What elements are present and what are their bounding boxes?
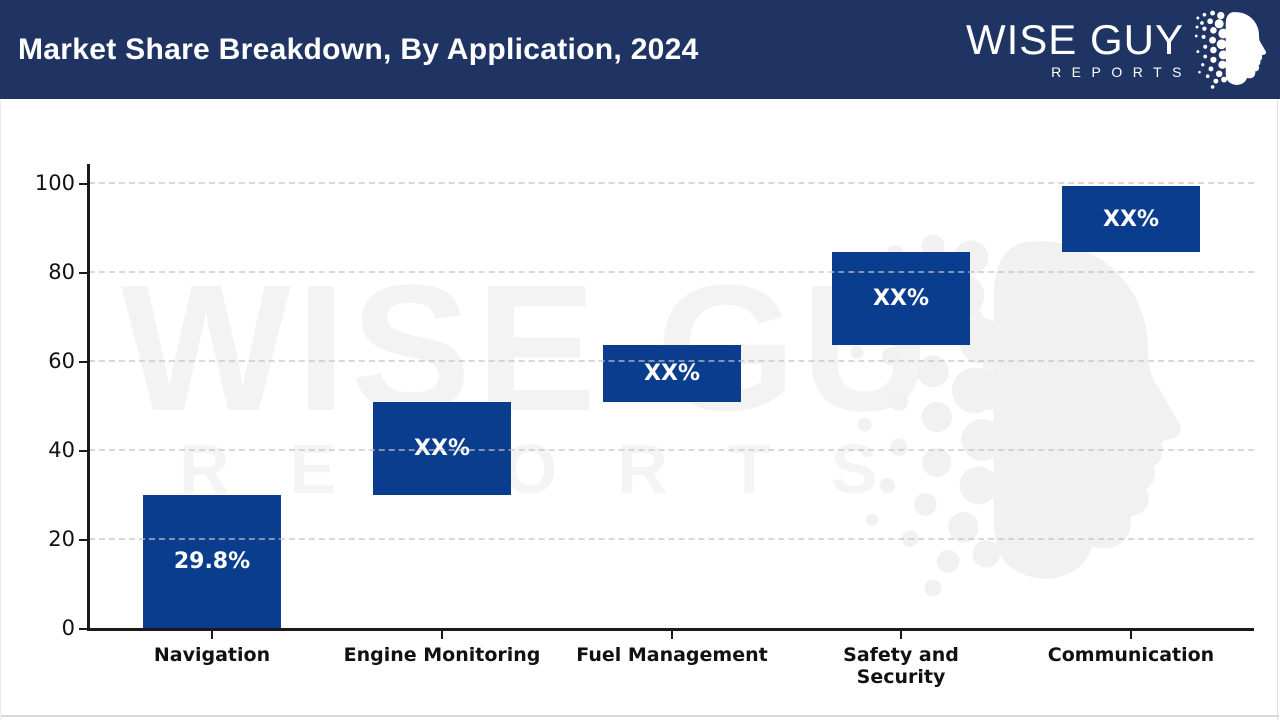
x-tick-label-engine-monitoring: Engine Monitoring [343,644,541,666]
bar-fuel-management: XX% [603,345,741,403]
x-tick-label-safety-and-security: Safety and Security [843,644,959,688]
brand-logo: WISE GUY REPORTS [966,7,1270,93]
y-tick-80 [79,272,87,275]
logo-subtitle: REPORTS [1051,64,1192,80]
bar-value-label: XX% [414,436,470,462]
x-tick-engine-monitoring [441,631,443,639]
header: Market Share Breakdown, By Application, … [0,0,1280,99]
x-tick-safety-and-security [900,631,902,639]
y-tick-0 [79,628,87,630]
gridline-20 [89,538,1254,541]
bar-value-label: XX% [1103,206,1159,232]
brand-logo-text: WISE GUY REPORTS [965,16,1184,81]
y-tick-label-0: 0 [61,616,75,640]
y-tick-label-40: 40 [48,438,75,463]
y-tick-100 [79,183,87,186]
y-tick-40 [79,450,87,453]
x-tick-fuel-management [671,631,673,639]
gridline-60 [89,360,1254,363]
bar-value-label: 29.8% [173,549,251,575]
x-tick-label-fuel-management: Fuel Management [576,644,768,666]
bar-safety-and-security: XX% [832,251,970,346]
y-tick-label-60: 60 [48,349,75,374]
bar-engine-monitoring: XX% [373,402,511,496]
bottom-divider [1,715,1279,717]
bar-communication: XX% [1062,186,1200,252]
bar-navigation: 29.8% [143,495,281,628]
y-tick-60 [79,361,87,364]
bar-value-label: XX% [873,285,929,311]
gridline-80 [89,271,1254,274]
y-tick-label-20: 20 [48,527,75,552]
logo-wordmark: WISE GUY [965,16,1184,63]
y-tick-20 [79,539,87,542]
x-tick-label-navigation: Navigation [153,644,271,666]
gridline-40 [89,449,1254,452]
y-tick-label-100: 100 [34,171,75,196]
x-tick-navigation [211,631,213,639]
logo-face-icon [1188,7,1270,93]
x-axis-line [87,628,1254,631]
chart-card: WISE GUY REPORTS 29.8% XX% XX% XX% XX% 0 20 40 6… [0,99,1279,720]
y-tick-label-80: 80 [48,260,75,285]
y-axis-line [87,164,90,631]
page-title: Market Share Breakdown, By Application, … [18,32,699,66]
x-tick-communication [1130,631,1132,639]
bar-value-label: XX% [644,361,700,387]
gridline-100 [89,182,1254,185]
x-tick-label-communication: Communication [1047,644,1215,666]
plot: 29.8% XX% XX% XX% XX% 0 20 40 60 80 100 Navigation E… [1,99,1277,720]
